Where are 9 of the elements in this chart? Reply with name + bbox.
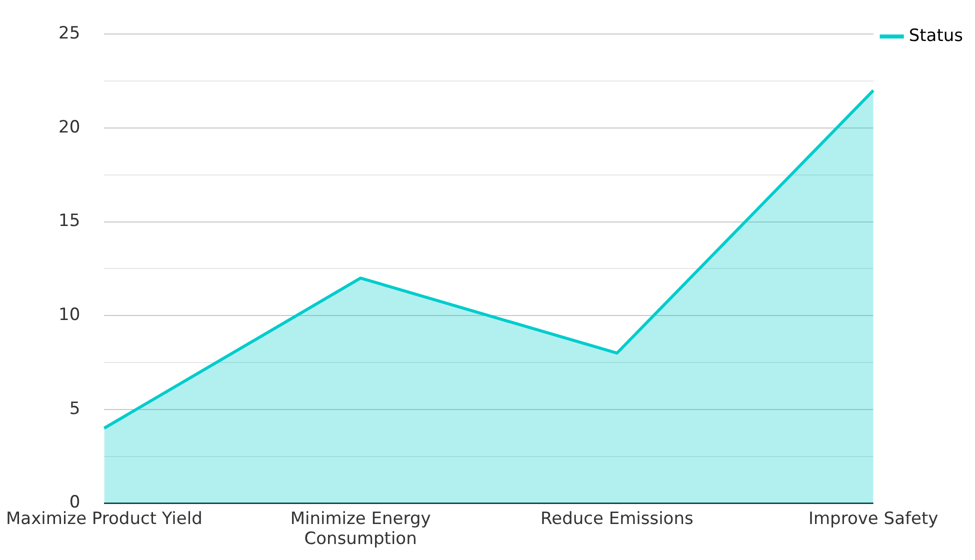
y-tick-label: 15 [58, 211, 80, 232]
x-tick-label: Reduce Emissions [540, 508, 694, 529]
y-tick-label: 10 [58, 305, 80, 326]
x-tick-label: Minimize Energy Consumption [290, 508, 431, 550]
legend-label: Status [908, 26, 964, 46]
y-tick-label: 25 [58, 24, 80, 44]
y-tick-label: 5 [69, 398, 80, 419]
y-tick-label: 20 [58, 117, 80, 138]
x-tick-label: Improve Safety [808, 508, 938, 529]
